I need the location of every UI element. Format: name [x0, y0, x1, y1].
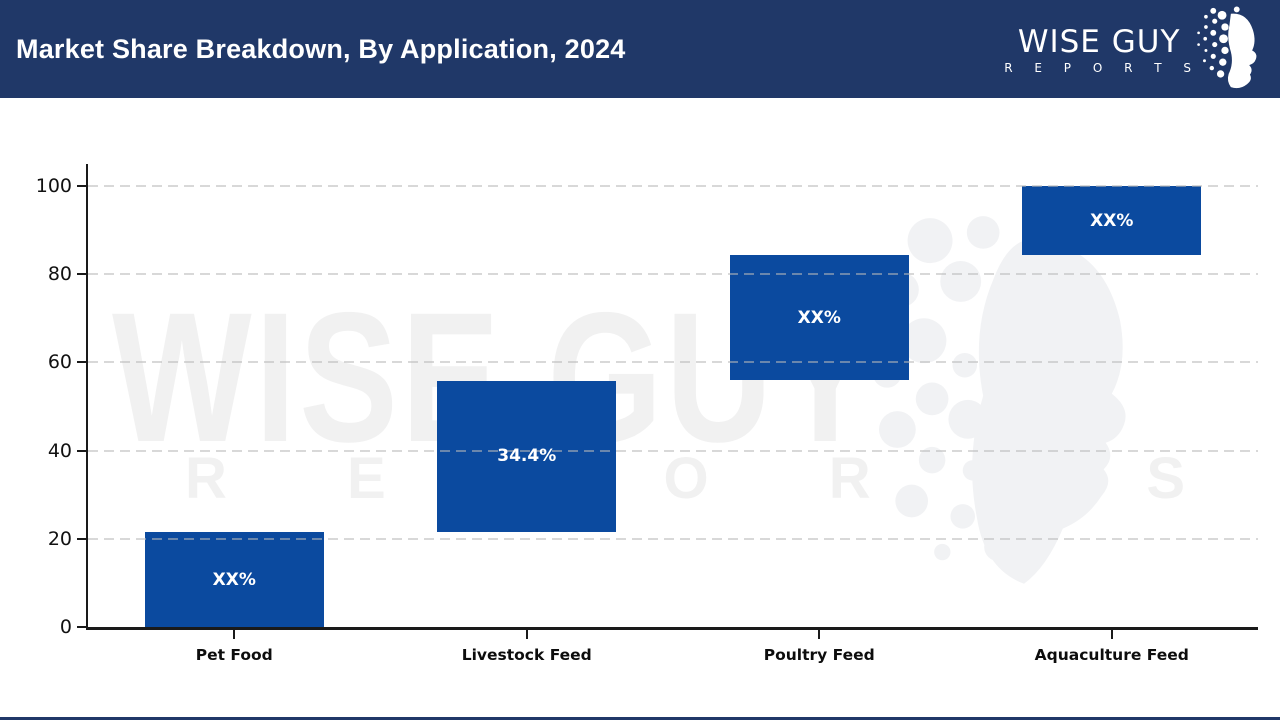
x-axis-line	[86, 627, 1258, 630]
x-tick-mark	[818, 630, 821, 639]
y-axis-line	[86, 164, 88, 630]
gridline-40	[88, 449, 1258, 452]
page-title: Market Share Breakdown, By Application, …	[16, 33, 626, 64]
x-tick-mark	[1110, 630, 1113, 639]
y-tick-label: 0	[59, 616, 72, 638]
chart-region: WISE GUY R E P O R T S 0 20 40 60 80 100 XX% Pe…	[0, 98, 1280, 717]
x-tick-mark	[525, 630, 528, 639]
y-tick-label: 40	[47, 439, 72, 462]
plot-area: 0 20 40 60 80 100 XX% Pet Food 34.4% Livestock Fe…	[36, 164, 1258, 664]
brand-text: WISE GUY R E P O R T S	[998, 24, 1200, 75]
gridline-20	[88, 537, 1258, 540]
bar-livestock-feed	[437, 380, 617, 533]
x-tick-mark	[233, 630, 236, 639]
y-tick-mark	[77, 273, 86, 276]
brand-logo: WISE GUY R E P O R T S	[998, 5, 1264, 93]
gridline-60	[88, 361, 1258, 364]
y-tick-mark	[77, 626, 86, 628]
x-category-label: Pet Food	[195, 646, 273, 664]
y-tick-mark	[77, 449, 86, 452]
gridline-100	[88, 185, 1258, 188]
y-tick-label: 80	[47, 263, 72, 286]
bar-value-label: 34.4%	[497, 446, 557, 467]
y-tick-mark	[77, 361, 86, 364]
y-tick-label: 20	[47, 527, 72, 550]
footer-bar	[0, 717, 1280, 720]
bar-value-label: XX%	[1090, 210, 1134, 231]
y-tick-label: 60	[47, 351, 72, 374]
brand-name: WISE GUY	[1017, 23, 1181, 60]
gridline-80	[88, 273, 1258, 276]
bar-poultry-feed	[729, 255, 909, 381]
bar-value-label: XX%	[212, 569, 256, 590]
x-category-label: Livestock Feed	[461, 646, 592, 664]
x-category-label: Aquaculture Feed	[1034, 646, 1189, 664]
bar-pet-food	[144, 532, 324, 627]
header: Market Share Breakdown, By Application, …	[0, 0, 1280, 98]
y-tick-mark	[77, 537, 86, 540]
bar-value-label: XX%	[797, 307, 841, 328]
y-tick-label: 100	[35, 175, 72, 198]
x-category-label: Poultry Feed	[763, 646, 875, 664]
bar-aquaculture-feed	[1022, 186, 1202, 256]
brand-tagline: R E P O R T S	[1004, 60, 1200, 75]
y-tick-mark	[77, 185, 86, 188]
wise-guy-face-icon	[1197, 6, 1257, 89]
